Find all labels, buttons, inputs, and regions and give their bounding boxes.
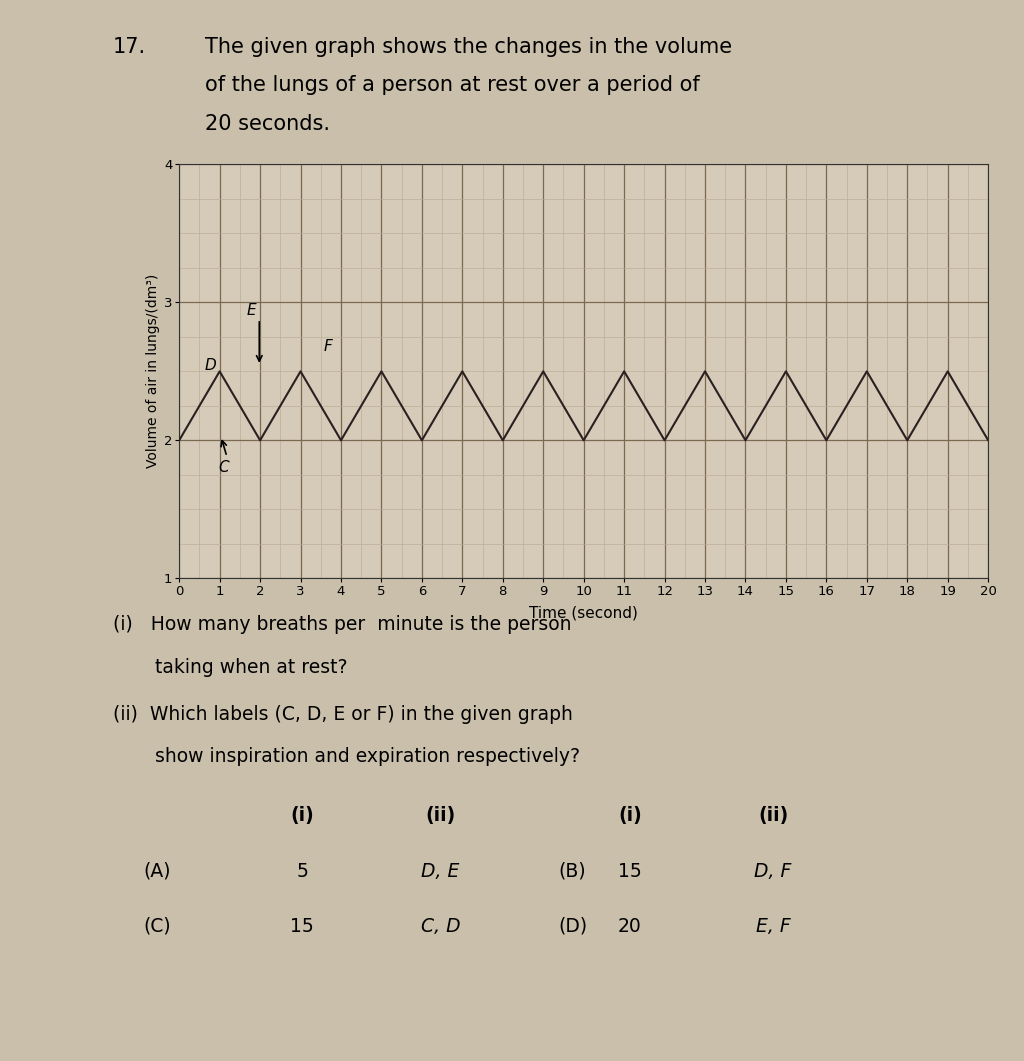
Text: The given graph shows the changes in the volume: The given graph shows the changes in the… <box>205 37 732 57</box>
Text: E, F: E, F <box>756 917 791 936</box>
Text: of the lungs of a person at rest over a period of: of the lungs of a person at rest over a … <box>205 75 699 95</box>
Text: 20 seconds.: 20 seconds. <box>205 114 330 134</box>
Text: taking when at rest?: taking when at rest? <box>113 658 347 677</box>
Text: C, D: C, D <box>421 917 460 936</box>
Text: (i)   How many breaths per  minute is the person: (i) How many breaths per minute is the p… <box>113 615 571 634</box>
Text: D, E: D, E <box>421 862 460 881</box>
Text: show inspiration and expiration respectively?: show inspiration and expiration respecti… <box>113 747 580 766</box>
Text: (i): (i) <box>617 806 642 825</box>
Text: (B): (B) <box>558 862 586 881</box>
Text: 15: 15 <box>290 917 314 936</box>
Text: 15: 15 <box>617 862 642 881</box>
X-axis label: Time (second): Time (second) <box>529 605 638 620</box>
Text: 5: 5 <box>296 862 308 881</box>
Text: (ii)  Which labels (C, D, E or F) in the given graph: (ii) Which labels (C, D, E or F) in the … <box>113 705 572 724</box>
Text: F: F <box>324 340 333 354</box>
Text: E: E <box>247 303 256 318</box>
Text: (i): (i) <box>290 806 314 825</box>
Text: (C): (C) <box>143 917 171 936</box>
Text: 17.: 17. <box>113 37 145 57</box>
Text: 20: 20 <box>617 917 642 936</box>
Text: (ii): (ii) <box>425 806 456 825</box>
Text: (D): (D) <box>558 917 587 936</box>
Text: D, F: D, F <box>755 862 792 881</box>
Text: (A): (A) <box>143 862 171 881</box>
Text: (ii): (ii) <box>758 806 788 825</box>
Y-axis label: Volume of air in lungs/(dm³): Volume of air in lungs/(dm³) <box>145 274 160 469</box>
Text: C: C <box>218 460 229 475</box>
Text: D: D <box>205 359 217 373</box>
